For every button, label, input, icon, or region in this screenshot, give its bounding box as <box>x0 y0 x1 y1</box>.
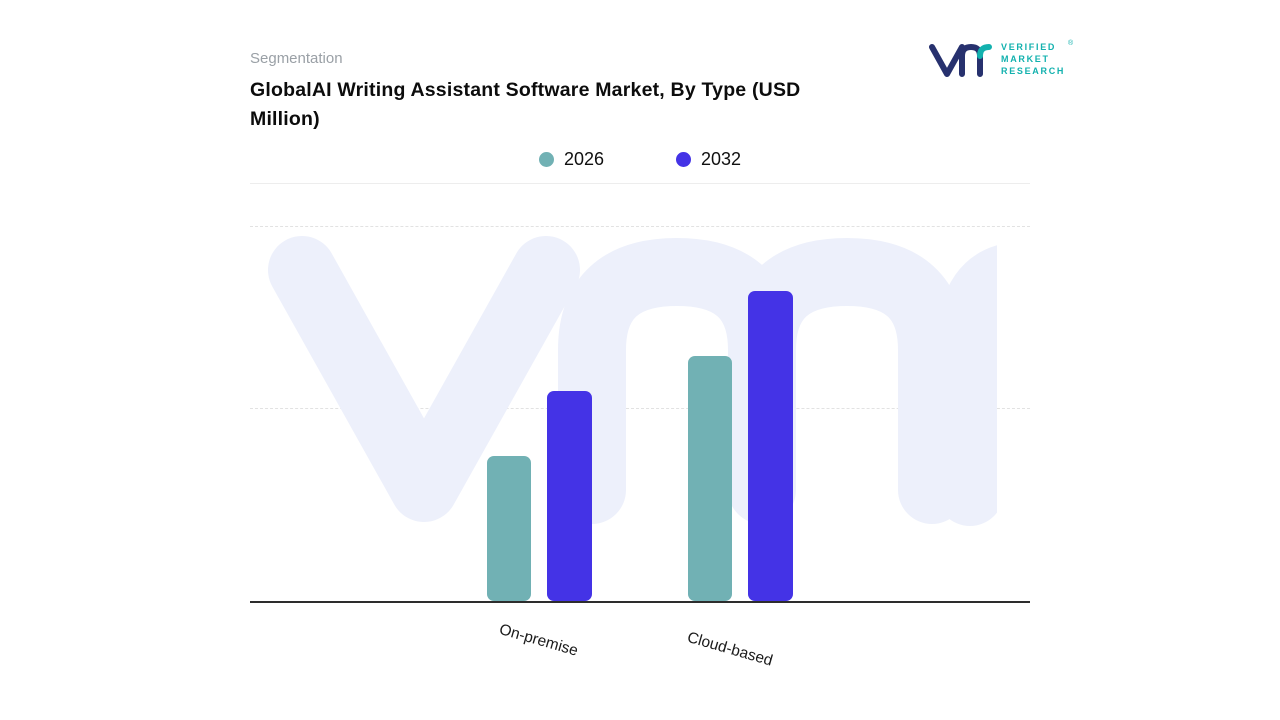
bar-on-premise-2026 <box>487 455 531 601</box>
legend-item-2026: 2026 <box>538 148 604 170</box>
vmr-logo-text: ® VERIFIED MARKET RESEARCH <box>1001 40 1073 77</box>
bar-cloud-based-2026 <box>688 355 732 601</box>
brand-line-market: MARKET <box>1001 54 1050 65</box>
header-divider <box>250 182 1030 184</box>
vmr-logo-icon <box>929 44 992 77</box>
vmr-watermark-icon <box>268 235 997 526</box>
legend-dot-2032 <box>676 151 691 167</box>
legend-label-2026: 2026 <box>563 148 604 169</box>
bar-on-premise-2032 <box>547 390 592 601</box>
chart-legend: 2026 2032 <box>250 149 1030 170</box>
x-axis-labels: On-premise Cloud-based <box>250 603 1030 673</box>
brand-line-verified: VERIFIED <box>1001 42 1057 53</box>
chart-title: GlobalAI Writing Assistant Software Mark… <box>250 79 801 130</box>
bar-cloud-based-2032 <box>748 290 793 601</box>
chart-card: Segmentation GlobalAI Writing Assistant … <box>250 0 1030 673</box>
x-label-on-premise: On-premise <box>497 620 580 660</box>
bar-chart-plot-area <box>250 225 1030 603</box>
legend-dot-2026 <box>538 151 554 167</box>
vmr-logo: ® VERIFIED MARKET RESEARCH <box>928 40 1073 80</box>
registered-mark: ® <box>1067 40 1074 48</box>
segmentation-eyebrow: Segmentation <box>250 50 343 67</box>
gridline <box>250 225 1030 227</box>
x-label-cloud-based: Cloud-based <box>685 628 775 670</box>
brand-line-research: RESEARCH <box>1001 65 1066 76</box>
gridline <box>250 407 1030 409</box>
legend-label-2032: 2032 <box>701 148 742 169</box>
legend-item-2032: 2032 <box>676 149 741 170</box>
